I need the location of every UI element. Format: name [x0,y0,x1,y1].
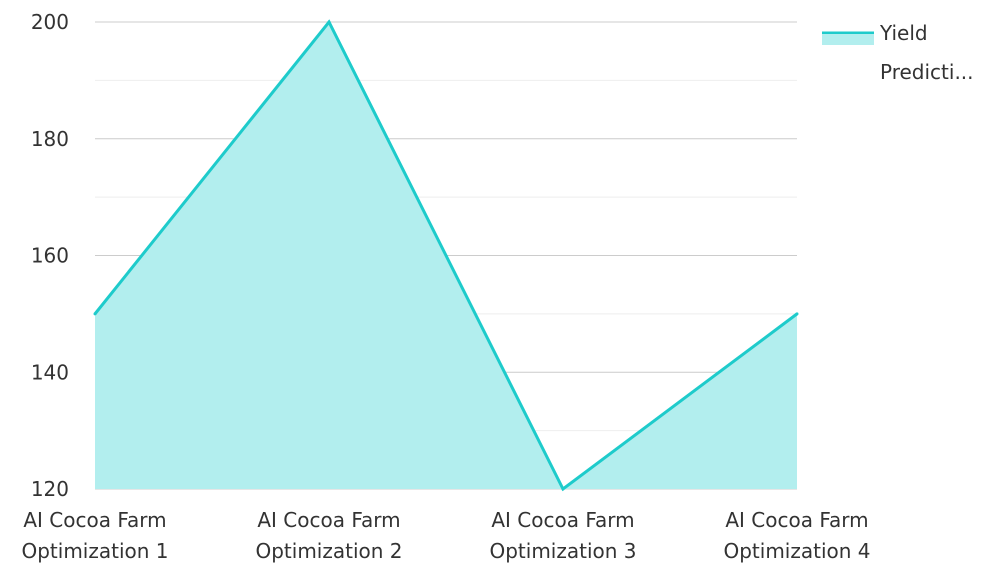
y-tick-label: 200 [31,10,69,34]
y-tick-label: 160 [31,244,69,268]
data-point[interactable] [327,20,331,24]
legend-label-line-2: Predicti... [880,60,974,84]
data-point[interactable] [795,312,799,316]
legend[interactable]: Yield Predicti... [822,21,974,84]
y-tick-label: 120 [31,477,69,501]
x-tick-label: AI Cocoa Farm Optimization 2 [255,508,402,563]
legend-label-line-1: Yield [879,21,928,45]
legend-swatch-fill [822,34,874,45]
x-tick-label: AI Cocoa Farm Optimization 4 [723,508,870,563]
x-tick-label: AI Cocoa Farm Optimization 3 [489,508,636,563]
data-point[interactable] [93,312,97,316]
y-tick-label: 180 [31,127,69,151]
series-area [93,19,799,492]
series-line [93,19,798,492]
y-axis: 120 140 160 180 200 [31,10,69,501]
y-tick-label: 140 [31,360,69,384]
x-tick-label: AI Cocoa Farm Optimization 1 [21,508,168,563]
x-axis: AI Cocoa Farm Optimization 1 AI Cocoa Farm… [21,508,870,563]
data-point[interactable] [561,487,565,491]
